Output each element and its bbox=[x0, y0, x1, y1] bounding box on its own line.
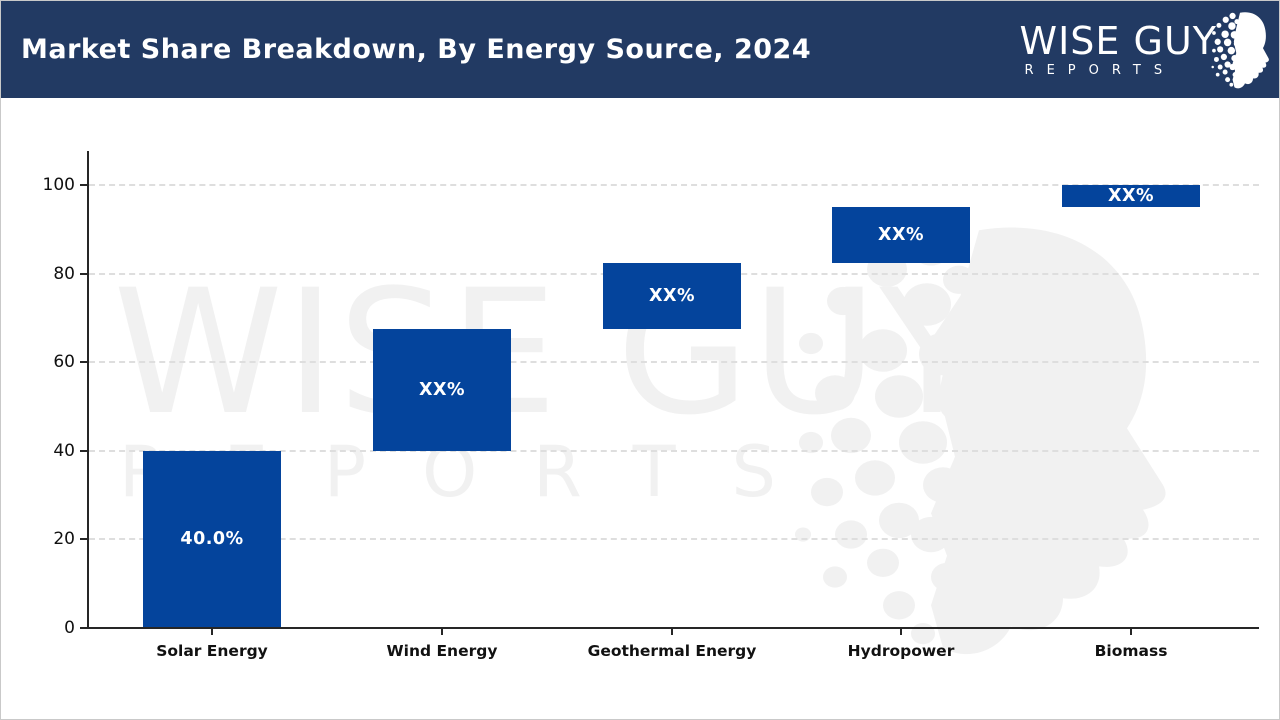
y-axis-spine bbox=[87, 151, 89, 629]
gridline-100 bbox=[89, 184, 1259, 186]
bar-solar-energy: 40.0% bbox=[143, 450, 281, 628]
x-category-label-solar-energy: Solar Energy bbox=[156, 642, 268, 660]
bar-value-label-hydropower: XX% bbox=[877, 224, 925, 245]
x-axis-spine bbox=[87, 627, 1259, 629]
x-tick-mark-wind-energy bbox=[441, 629, 443, 635]
x-category-label-biomass: Biomass bbox=[1094, 642, 1168, 660]
bar-value-label-solar-energy: 40.0% bbox=[180, 529, 244, 550]
x-category-label-geothermal-energy: Geothermal Energy bbox=[587, 642, 757, 660]
y-tick-mark-20 bbox=[80, 538, 89, 541]
y-tick-mark-0 bbox=[80, 627, 89, 629]
bar-biomass: XX% bbox=[1062, 185, 1200, 208]
wiseguy-face-icon bbox=[1211, 12, 1269, 89]
x-tick-mark-hydropower bbox=[900, 629, 902, 635]
gridline-60 bbox=[89, 361, 1259, 364]
logo-brand-sub: REPORTS bbox=[1024, 62, 1176, 78]
y-tick-label-60: 60 bbox=[53, 352, 75, 373]
y-tick-mark-100 bbox=[80, 184, 89, 186]
y-tick-mark-60 bbox=[80, 361, 89, 364]
bar-geothermal-energy: XX% bbox=[603, 262, 741, 329]
page-title: Market Share Breakdown, By Energy Source… bbox=[21, 34, 812, 65]
y-tick-label-0: 0 bbox=[64, 618, 75, 638]
y-tick-label-20: 20 bbox=[53, 529, 75, 550]
y-tick-label-40: 40 bbox=[53, 440, 75, 461]
bar-value-label-biomass: XX% bbox=[1107, 186, 1155, 207]
x-category-label-hydropower: Hydropower bbox=[847, 642, 955, 660]
y-tick-mark-40 bbox=[80, 449, 89, 452]
gridline-40 bbox=[89, 449, 1259, 452]
bar-value-label-geothermal-energy: XX% bbox=[648, 285, 696, 306]
watermark-face-icon bbox=[795, 227, 1166, 655]
bar-hydropower: XX% bbox=[832, 207, 970, 263]
x-tick-mark-geothermal-energy bbox=[671, 629, 673, 635]
x-tick-mark-biomass bbox=[1130, 629, 1132, 635]
gridline-20 bbox=[89, 538, 1259, 541]
x-category-label-wind-energy: Wind Energy bbox=[386, 642, 498, 660]
wiseguy-logo: WISE GUY REPORTS bbox=[1020, 6, 1271, 94]
y-tick-label-100: 100 bbox=[42, 175, 75, 195]
y-tick-mark-80 bbox=[80, 272, 89, 275]
bar-wind-energy: XX% bbox=[373, 328, 511, 451]
y-tick-label-80: 80 bbox=[53, 263, 75, 284]
logo-brand-name: WISE GUY bbox=[1019, 19, 1217, 64]
wiseguy-logo-text: WISE GUY REPORTS bbox=[1019, 19, 1217, 78]
x-tick-mark-solar-energy bbox=[211, 629, 213, 635]
header: Market Share Breakdown, By Energy Source… bbox=[1, 1, 1279, 98]
bar-value-label-wind-energy: XX% bbox=[418, 379, 466, 400]
